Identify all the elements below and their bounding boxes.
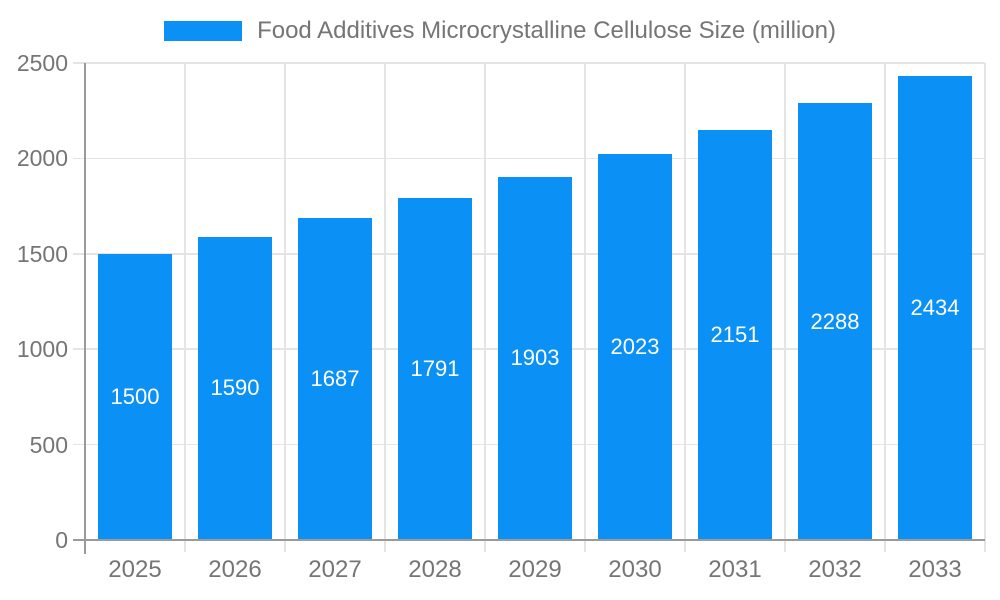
legend-label: Food Additives Microcrystalline Cellulos…	[257, 17, 836, 44]
y-axis-tick-label: 2000	[16, 145, 68, 172]
y-axis-tick-label: 0	[55, 527, 68, 553]
x-axis-tick-label: 2025	[108, 556, 162, 583]
x-axis-tick-label: 2033	[908, 556, 962, 583]
y-axis-line	[84, 63, 86, 554]
x-axis-line	[73, 539, 985, 541]
bar-value-label: 1903	[510, 345, 560, 371]
y-axis-tick-label: 2500	[16, 50, 68, 76]
gridline-vertical	[584, 63, 586, 552]
bar-value-label: 1791	[410, 356, 460, 382]
gridline-vertical	[784, 63, 786, 552]
gridline-horizontal	[73, 157, 985, 160]
bar-value-label: 1687	[310, 366, 360, 392]
x-axis-tick-label: 2030	[608, 556, 662, 583]
bar-value-label: 2151	[710, 321, 760, 347]
bar-2029[interactable]: 1903	[498, 176, 572, 540]
bar-value-label: 2023	[610, 333, 660, 359]
bar-2028[interactable]: 1791	[398, 198, 472, 540]
bar-2030[interactable]: 2023	[598, 154, 672, 540]
bar-value-label: 2288	[810, 308, 860, 334]
bar-value-label: 1590	[210, 375, 260, 401]
x-axis-tick-label: 2032	[808, 556, 862, 583]
bar-2026[interactable]: 1590	[198, 236, 272, 540]
bar-2032[interactable]: 2288	[798, 103, 872, 540]
gridline-vertical	[284, 63, 286, 552]
x-axis-tick-label: 2028	[408, 556, 462, 583]
gridline-vertical	[984, 63, 986, 552]
legend: Food Additives Microcrystalline Cellulos…	[0, 18, 1000, 44]
bar-value-label: 1500	[110, 383, 160, 409]
x-axis-tick-label: 2027	[308, 556, 362, 583]
legend-swatch	[164, 21, 243, 41]
gridline-vertical	[684, 63, 686, 552]
x-axis-tick-label: 2029	[508, 556, 562, 583]
bar-2033[interactable]: 2434	[898, 75, 972, 540]
bar-2031[interactable]: 2151	[698, 129, 772, 540]
bar-value-label: 2434	[910, 294, 960, 320]
bar-2027[interactable]: 1687	[298, 218, 372, 540]
gridline-vertical	[484, 63, 486, 552]
gridline-horizontal	[73, 62, 985, 64]
x-axis-tick-label: 2031	[708, 556, 762, 583]
gridline-vertical	[184, 63, 186, 552]
gridline-vertical	[884, 63, 886, 552]
x-axis-tick-label: 2026	[208, 556, 262, 583]
y-axis-tick-label: 500	[29, 431, 68, 458]
gridline-vertical	[384, 63, 386, 552]
y-axis-tick-label: 1000	[16, 336, 68, 363]
y-axis-tick-label: 1500	[16, 240, 68, 267]
bar-2025[interactable]: 1500	[98, 253, 172, 540]
